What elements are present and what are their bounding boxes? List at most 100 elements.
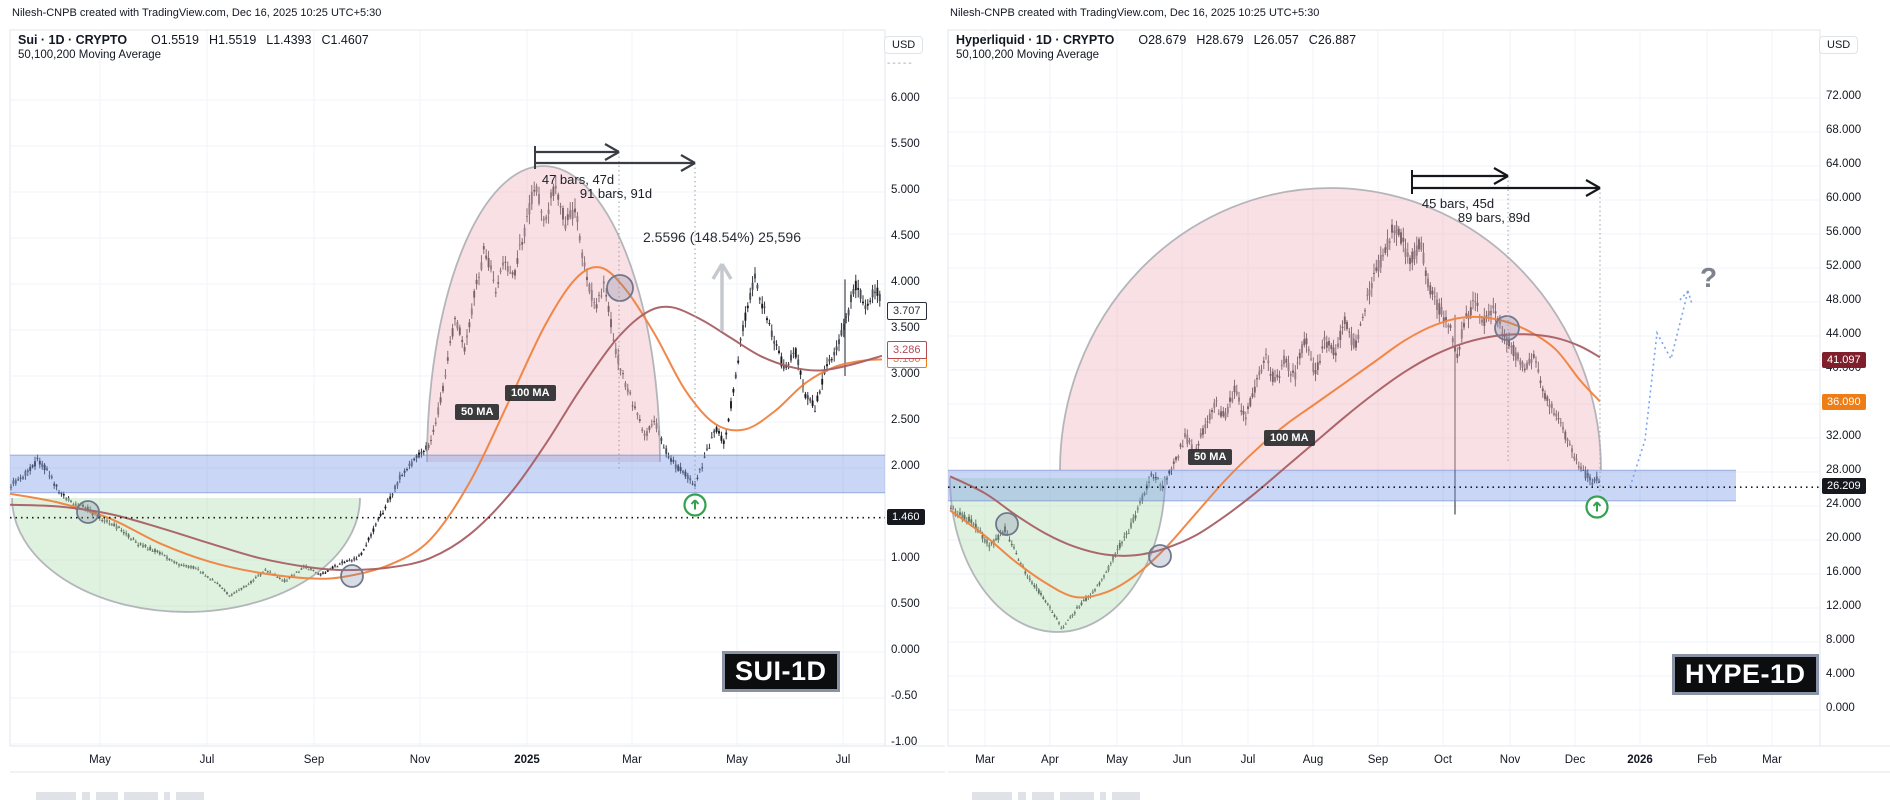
bars-count-label: 89 bars, 89d xyxy=(1457,210,1531,225)
price-tick-label: -1.00 xyxy=(891,736,918,748)
bars-measure-arrow xyxy=(534,143,620,161)
ohlc-value: 26.057 xyxy=(1260,33,1299,47)
price-tick-label: 12.000 xyxy=(1826,600,1862,612)
grid-lines xyxy=(948,30,1820,746)
ohlc-value: 1.5519 xyxy=(218,33,257,47)
tradingview-logo-cut xyxy=(36,792,76,800)
time-axis-label: Feb xyxy=(1697,754,1717,766)
ohlc-value: 1.4393 xyxy=(273,33,312,47)
price-axis-label: 1.460 xyxy=(887,509,925,525)
crossover-circle xyxy=(76,500,100,524)
indicator-label: 50,100,200 Moving Average xyxy=(956,49,1100,61)
price-tick-label: 68.000 xyxy=(1826,124,1862,136)
ohlc-key: L xyxy=(1253,33,1261,47)
time-axis-label: 2026 xyxy=(1627,754,1653,766)
candles-series xyxy=(10,175,881,597)
price-tick-label: 4.000 xyxy=(1826,668,1855,680)
price-tick-label: 2.500 xyxy=(891,414,920,426)
time-axis-label: May xyxy=(1106,754,1128,766)
time-axis-label: Mar xyxy=(975,754,995,766)
ohlc-key: H xyxy=(1196,33,1206,47)
bars-count-label: 47 bars, 47d xyxy=(541,172,615,187)
price-tick-label: 52.000 xyxy=(1826,260,1862,272)
ohlc-value: 28.679 xyxy=(1148,33,1187,47)
ma-50-line xyxy=(949,315,1601,599)
plot-frame xyxy=(9,29,945,773)
ma-tag-label: 50 MA xyxy=(1188,449,1233,465)
crossover-circle xyxy=(606,274,634,302)
currency-toggle-button[interactable]: USD xyxy=(884,36,924,54)
crossover-circle xyxy=(340,564,364,588)
ohlc-key: C xyxy=(321,33,331,47)
empty-value-dashes: ----- xyxy=(887,58,914,69)
time-axis-label: Nov xyxy=(409,754,431,766)
price-tick-label: -0.50 xyxy=(891,690,918,702)
price-tick-label: 32.000 xyxy=(1826,430,1862,442)
price-tick-label: 44.000 xyxy=(1826,328,1862,340)
percent-change-label: 2.5596 (148.54%) 25,596 xyxy=(642,229,801,245)
tradingview-logo-cut xyxy=(82,792,90,800)
crossover-circle xyxy=(1148,544,1172,568)
ma-100-line xyxy=(949,333,1601,557)
symbol-status-line: Hyperliquid · 1D · CRYPTO O28.679 H28.679 L… xyxy=(956,33,1356,47)
ma-100-line xyxy=(9,305,883,572)
time-axis-label: Jun xyxy=(1172,754,1192,766)
tradingview-logo-cut xyxy=(1060,792,1094,800)
price-tick-label: 0.000 xyxy=(1826,702,1855,714)
buy-signal-icon xyxy=(1585,495,1609,519)
ohlc-key: H xyxy=(209,33,219,47)
ma-tag-label: 100 MA xyxy=(505,385,556,401)
price-tick-label: 2.000 xyxy=(891,460,920,472)
ohlc-key: O xyxy=(1138,33,1149,47)
price-axis-label: 3.286 xyxy=(887,341,927,359)
price-tick-label: 8.000 xyxy=(1826,634,1855,646)
ohlc-value: 1.4607 xyxy=(330,33,369,47)
time-axis-label: May xyxy=(726,754,748,766)
support-zone xyxy=(10,454,885,494)
price-tick-label: 72.000 xyxy=(1826,90,1862,102)
bars-count-label: 91 bars, 91d xyxy=(579,186,653,201)
chart-attribution: Nilesh-CNPB created with TradingView.com… xyxy=(12,7,382,19)
distribution-dome-outline xyxy=(1059,187,1602,471)
tradingview-logo-cut xyxy=(1018,792,1026,800)
price-tick-label: 64.000 xyxy=(1826,158,1862,170)
accumulation-cup xyxy=(950,478,1165,632)
chart-attribution: Nilesh-CNPB created with TradingView.com… xyxy=(950,7,1320,19)
time-axis-label: Dec xyxy=(1564,754,1586,766)
price-tick-label: 1.000 xyxy=(891,552,920,564)
price-tick-label: 4.500 xyxy=(891,230,920,242)
price-tick-label: 3.500 xyxy=(891,322,920,334)
ohlc-value: 1.5519 xyxy=(160,33,200,47)
price-tick-label: 20.000 xyxy=(1826,532,1862,544)
time-axis-label: May xyxy=(89,754,111,766)
price-tick-label: 6.000 xyxy=(891,92,920,104)
symbol-title: Sui · 1D · CRYPTO xyxy=(18,33,128,47)
tradingview-logo-cut xyxy=(1100,792,1106,800)
price-tick-label: 0.500 xyxy=(891,598,920,610)
price-tick-label: 4.000 xyxy=(891,276,920,288)
support-zone xyxy=(948,469,1736,502)
time-axis-label: Nov xyxy=(1499,754,1521,766)
bars-measure-arrow xyxy=(534,154,696,172)
price-tick-label: 5.000 xyxy=(891,184,920,196)
ohlc-key: O xyxy=(151,33,161,47)
tradingview-logo-cut xyxy=(96,792,118,800)
candles-series xyxy=(950,219,1600,630)
time-axis-label: Apr xyxy=(1041,754,1059,766)
price-tick-label: 5.500 xyxy=(891,138,920,150)
plot-frame xyxy=(947,29,1890,773)
price-tick-label: 3.000 xyxy=(891,368,920,380)
bars-count-label: 45 bars, 45d xyxy=(1421,196,1495,211)
price-tick-label: 48.000 xyxy=(1826,294,1862,306)
price-tick-label: 56.000 xyxy=(1826,226,1862,238)
indicator-label: 50,100,200 Moving Average xyxy=(18,49,162,61)
ohlc-key: C xyxy=(1308,33,1318,47)
price-tick-label: 24.000 xyxy=(1826,498,1862,510)
tradingview-logo-cut xyxy=(1032,792,1054,800)
price-axis-label: 3.707 xyxy=(887,302,927,320)
distribution-dome xyxy=(427,166,660,462)
price-axis-label: 41.097 xyxy=(1822,352,1866,368)
currency-toggle-button[interactable]: USD xyxy=(1819,36,1859,54)
